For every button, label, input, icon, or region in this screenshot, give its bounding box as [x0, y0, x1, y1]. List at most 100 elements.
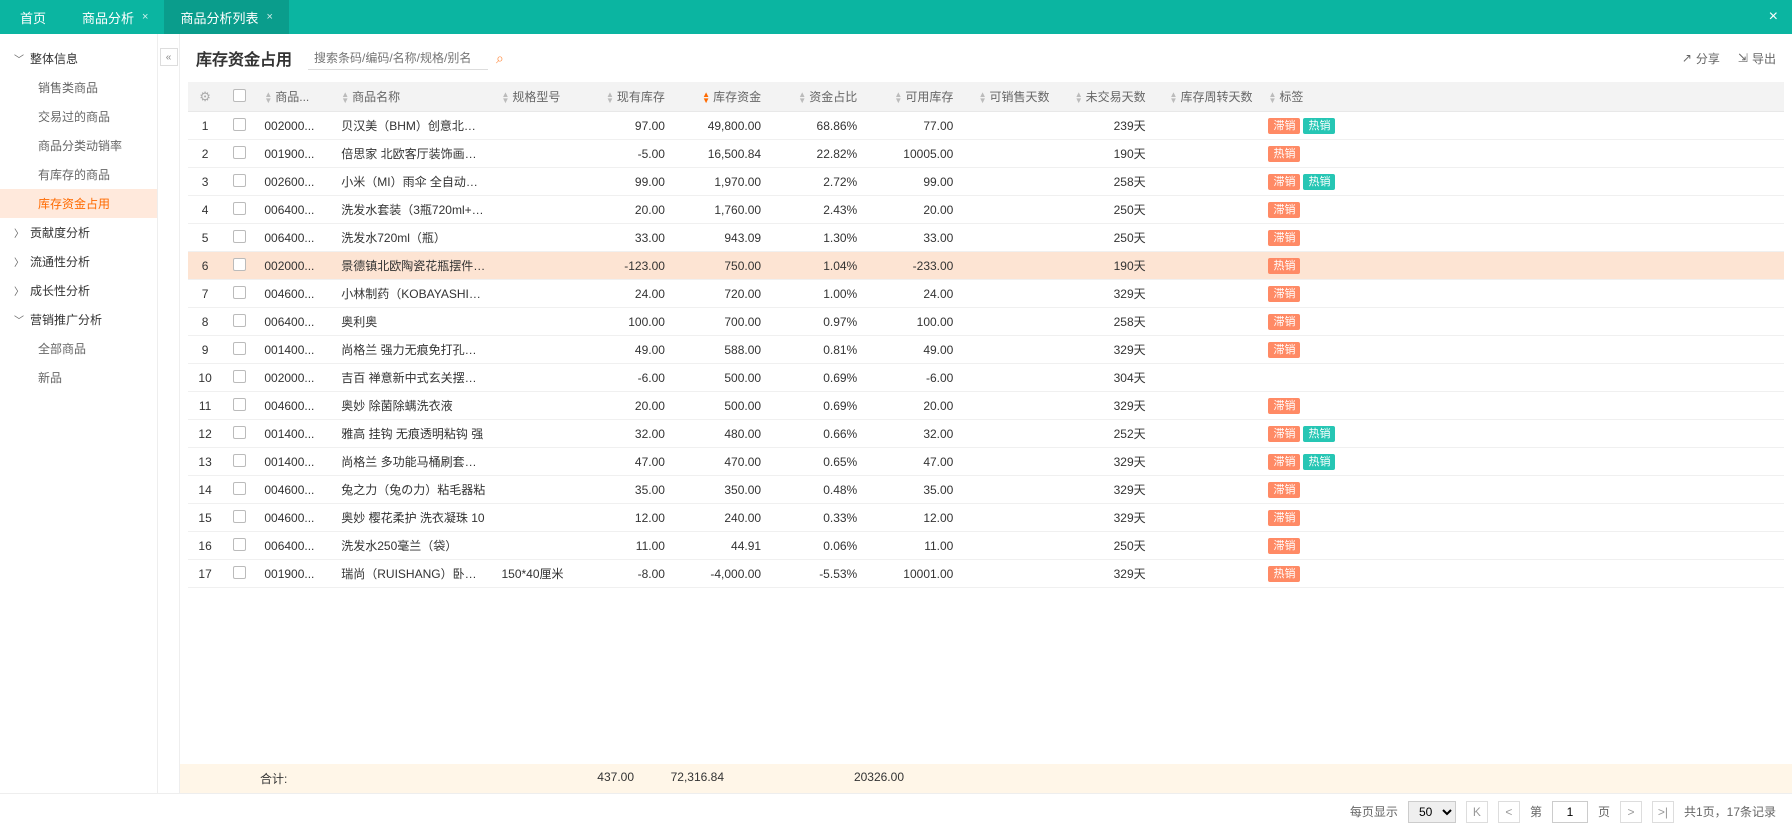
table-row[interactable]: 15004600...奥妙 樱花柔护 洗衣凝珠 1012.00240.000.3…	[188, 504, 1784, 532]
row-checkbox[interactable]	[233, 286, 246, 299]
table-row[interactable]: 10002000...吉百 禅意新中式玄关摆件客-6.00500.000.69%…	[188, 364, 1784, 392]
select-all-checkbox[interactable]	[233, 89, 246, 102]
cell-name: 小米（MI）雨伞 全自动折叠	[333, 168, 493, 196]
search-icon[interactable]: ⌕	[496, 50, 504, 67]
sidebar-item[interactable]: 有库存的商品	[0, 160, 157, 189]
per-page-select[interactable]: 50	[1408, 801, 1456, 823]
cell-sellDays	[961, 336, 1057, 364]
row-checkbox[interactable]	[233, 398, 246, 411]
table-row[interactable]: 13001400...尚格兰 多功能马桶刷套装 掌47.00470.000.65…	[188, 448, 1784, 476]
row-checkbox[interactable]	[233, 118, 246, 131]
cell-turnDays	[1154, 196, 1261, 224]
sidebar-item[interactable]: 新品	[0, 363, 157, 392]
column-header-fund[interactable]: ▲▼库存资金	[673, 82, 769, 112]
tag-badge: 滞销	[1268, 314, 1300, 330]
cell-noTrade: 250天	[1058, 224, 1154, 252]
gear-icon[interactable]: ⚙	[199, 89, 211, 104]
table-row[interactable]: 5006400...洗发水720ml（瓶）33.00943.091.30%33.…	[188, 224, 1784, 252]
chevron-icon: 〉	[14, 225, 26, 240]
chevron-icon: ﹀	[14, 51, 26, 66]
column-header-tags[interactable]: ▲▼标签	[1260, 82, 1356, 112]
tab-商品分析列表[interactable]: 商品分析列表×	[164, 0, 288, 34]
table-row[interactable]: 14004600...兔之力（兔の力）粘毛器粘35.00350.000.48%3…	[188, 476, 1784, 504]
column-header-name[interactable]: ▲▼商品名称	[333, 82, 493, 112]
row-index: 15	[188, 504, 222, 532]
row-checkbox[interactable]	[233, 566, 246, 579]
sidebar-group[interactable]: ﹀营销推广分析	[0, 305, 157, 334]
cell-spec	[493, 392, 576, 420]
row-index: 8	[188, 308, 222, 336]
cell-avail: 12.00	[865, 504, 961, 532]
table-row[interactable]: 16006400...洗发水250毫兰（袋）11.0044.910.06%11.…	[188, 532, 1784, 560]
last-page-button[interactable]: >|	[1652, 801, 1674, 823]
row-checkbox[interactable]	[233, 538, 246, 551]
column-header-noTrade[interactable]: ▲▼未交易天数	[1058, 82, 1154, 112]
sidebar-item[interactable]: 销售类商品	[0, 73, 157, 102]
column-header-turnDays[interactable]: ▲▼库存周转天数	[1154, 82, 1261, 112]
table-row[interactable]: 6002000...景德镇北欧陶瓷花瓶摆件 仿-123.00750.001.04…	[188, 252, 1784, 280]
cell-spec	[493, 112, 576, 140]
tags-cell: 滞销	[1260, 476, 1356, 504]
share-button[interactable]: ↗ 分享	[1682, 50, 1720, 67]
table-row[interactable]: 2001900...倍思家 北欧客厅装饰画卧室-5.0016,500.8422.…	[188, 140, 1784, 168]
close-tab-icon[interactable]: ×	[266, 11, 272, 23]
table-row[interactable]: 8006400...奥利奥100.00700.000.97%100.00258天…	[188, 308, 1784, 336]
cell-stock: 32.00	[577, 420, 673, 448]
row-checkbox[interactable]	[233, 146, 246, 159]
tab-商品分析[interactable]: 商品分析×	[66, 0, 164, 34]
column-header-sellDays[interactable]: ▲▼可销售天数	[961, 82, 1057, 112]
cell-code: 001400...	[256, 336, 333, 364]
column-header-stock[interactable]: ▲▼现有库存	[577, 82, 673, 112]
cell-fund: 500.00	[673, 364, 769, 392]
next-page-button[interactable]: >	[1620, 801, 1642, 823]
row-checkbox[interactable]	[233, 258, 246, 271]
cell-stock: 20.00	[577, 196, 673, 224]
cell-spec	[493, 448, 576, 476]
row-checkbox[interactable]	[233, 230, 246, 243]
column-header-spec[interactable]: ▲▼规格型号	[493, 82, 576, 112]
first-page-button[interactable]: K	[1466, 801, 1488, 823]
table-row[interactable]: 17001900...瑞尚（RUISHANG）卧室设150*40厘米-8.00-…	[188, 560, 1784, 588]
column-header-code[interactable]: ▲▼商品...	[256, 82, 333, 112]
collapse-sidebar-button[interactable]: «	[160, 48, 178, 66]
close-panel-icon[interactable]: ×	[1755, 0, 1792, 34]
page-number-input[interactable]	[1552, 801, 1588, 823]
column-header-avail[interactable]: ▲▼可用库存	[865, 82, 961, 112]
close-tab-icon[interactable]: ×	[142, 11, 148, 23]
sidebar-group[interactable]: 〉成长性分析	[0, 276, 157, 305]
row-checkbox[interactable]	[233, 342, 246, 355]
table-row[interactable]: 1002000...贝汉美（BHM）创意北欧玩97.0049,800.0068.…	[188, 112, 1784, 140]
row-checkbox[interactable]	[233, 482, 246, 495]
row-checkbox[interactable]	[233, 174, 246, 187]
cell-name: 洗发水720ml（瓶）	[333, 224, 493, 252]
sidebar-item[interactable]: 全部商品	[0, 334, 157, 363]
sidebar-item[interactable]: 库存资金占用	[0, 189, 157, 218]
sidebar-group[interactable]: ﹀整体信息	[0, 44, 157, 73]
sort-icon: ▲▼	[1268, 92, 1276, 104]
total-gear	[188, 770, 220, 787]
sidebar-group[interactable]: 〉贡献度分析	[0, 218, 157, 247]
row-checkbox[interactable]	[233, 370, 246, 383]
sidebar-item[interactable]: 商品分类动销率	[0, 131, 157, 160]
row-checkbox[interactable]	[233, 202, 246, 215]
sidebar-group[interactable]: 〉流通性分析	[0, 247, 157, 276]
search-input[interactable]	[308, 47, 488, 70]
table-row[interactable]: 3002600...小米（MI）雨伞 全自动折叠99.001,970.002.7…	[188, 168, 1784, 196]
tab-首页[interactable]: 首页	[0, 0, 66, 34]
export-button[interactable]: ⇲ 导出	[1738, 50, 1776, 67]
table-row[interactable]: 9001400...尚格兰 强力无痕免打孔浴室49.00588.000.81%4…	[188, 336, 1784, 364]
table-row[interactable]: 4006400...洗发水套装（3瓶720ml+1）20.001,760.002…	[188, 196, 1784, 224]
row-checkbox[interactable]	[233, 454, 246, 467]
table-row[interactable]: 12001400...雅高 挂钩 无痕透明粘钩 强32.00480.000.66…	[188, 420, 1784, 448]
row-checkbox[interactable]	[233, 510, 246, 523]
cell-sellDays	[961, 392, 1057, 420]
row-checkbox[interactable]	[233, 426, 246, 439]
table-row[interactable]: 7004600...小林制药（KOBAYASHI）日24.00720.001.0…	[188, 280, 1784, 308]
row-checkbox[interactable]	[233, 314, 246, 327]
cell-fund: 1,970.00	[673, 168, 769, 196]
prev-page-button[interactable]: <	[1498, 801, 1520, 823]
table-row[interactable]: 11004600...奥妙 除菌除螨洗衣液20.00500.000.69%20.…	[188, 392, 1784, 420]
sidebar-item[interactable]: 交易过的商品	[0, 102, 157, 131]
column-header-ratio[interactable]: ▲▼资金占比	[769, 82, 865, 112]
tag-badge: 滞销	[1268, 398, 1300, 414]
